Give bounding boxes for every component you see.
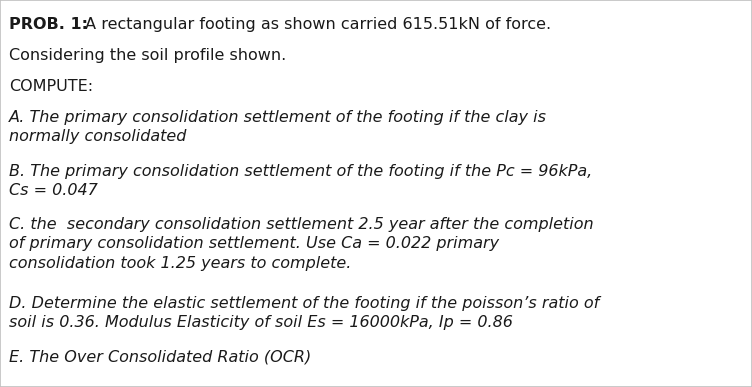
Text: C. the  secondary consolidation settlement 2.5 year after the completion
of prim: C. the secondary consolidation settlemen… <box>9 217 593 271</box>
Text: COMPUTE:: COMPUTE: <box>9 79 93 94</box>
Text: A rectangular footing as shown carried 615.51kN of force.: A rectangular footing as shown carried 6… <box>80 17 550 33</box>
Text: A. The primary consolidation settlement of the footing if the clay is
normally c: A. The primary consolidation settlement … <box>9 110 547 144</box>
Text: D. Determine the elastic settlement of the footing if the poisson’s ratio of
soi: D. Determine the elastic settlement of t… <box>9 296 599 330</box>
Text: E. The Over Consolidated Ratio (OCR): E. The Over Consolidated Ratio (OCR) <box>9 349 311 364</box>
Text: PROB. 1:: PROB. 1: <box>9 17 88 33</box>
Text: B. The primary consolidation settlement of the footing if the Pc = 96kPa,
Cs = 0: B. The primary consolidation settlement … <box>9 164 593 198</box>
Text: Considering the soil profile shown.: Considering the soil profile shown. <box>9 48 287 63</box>
